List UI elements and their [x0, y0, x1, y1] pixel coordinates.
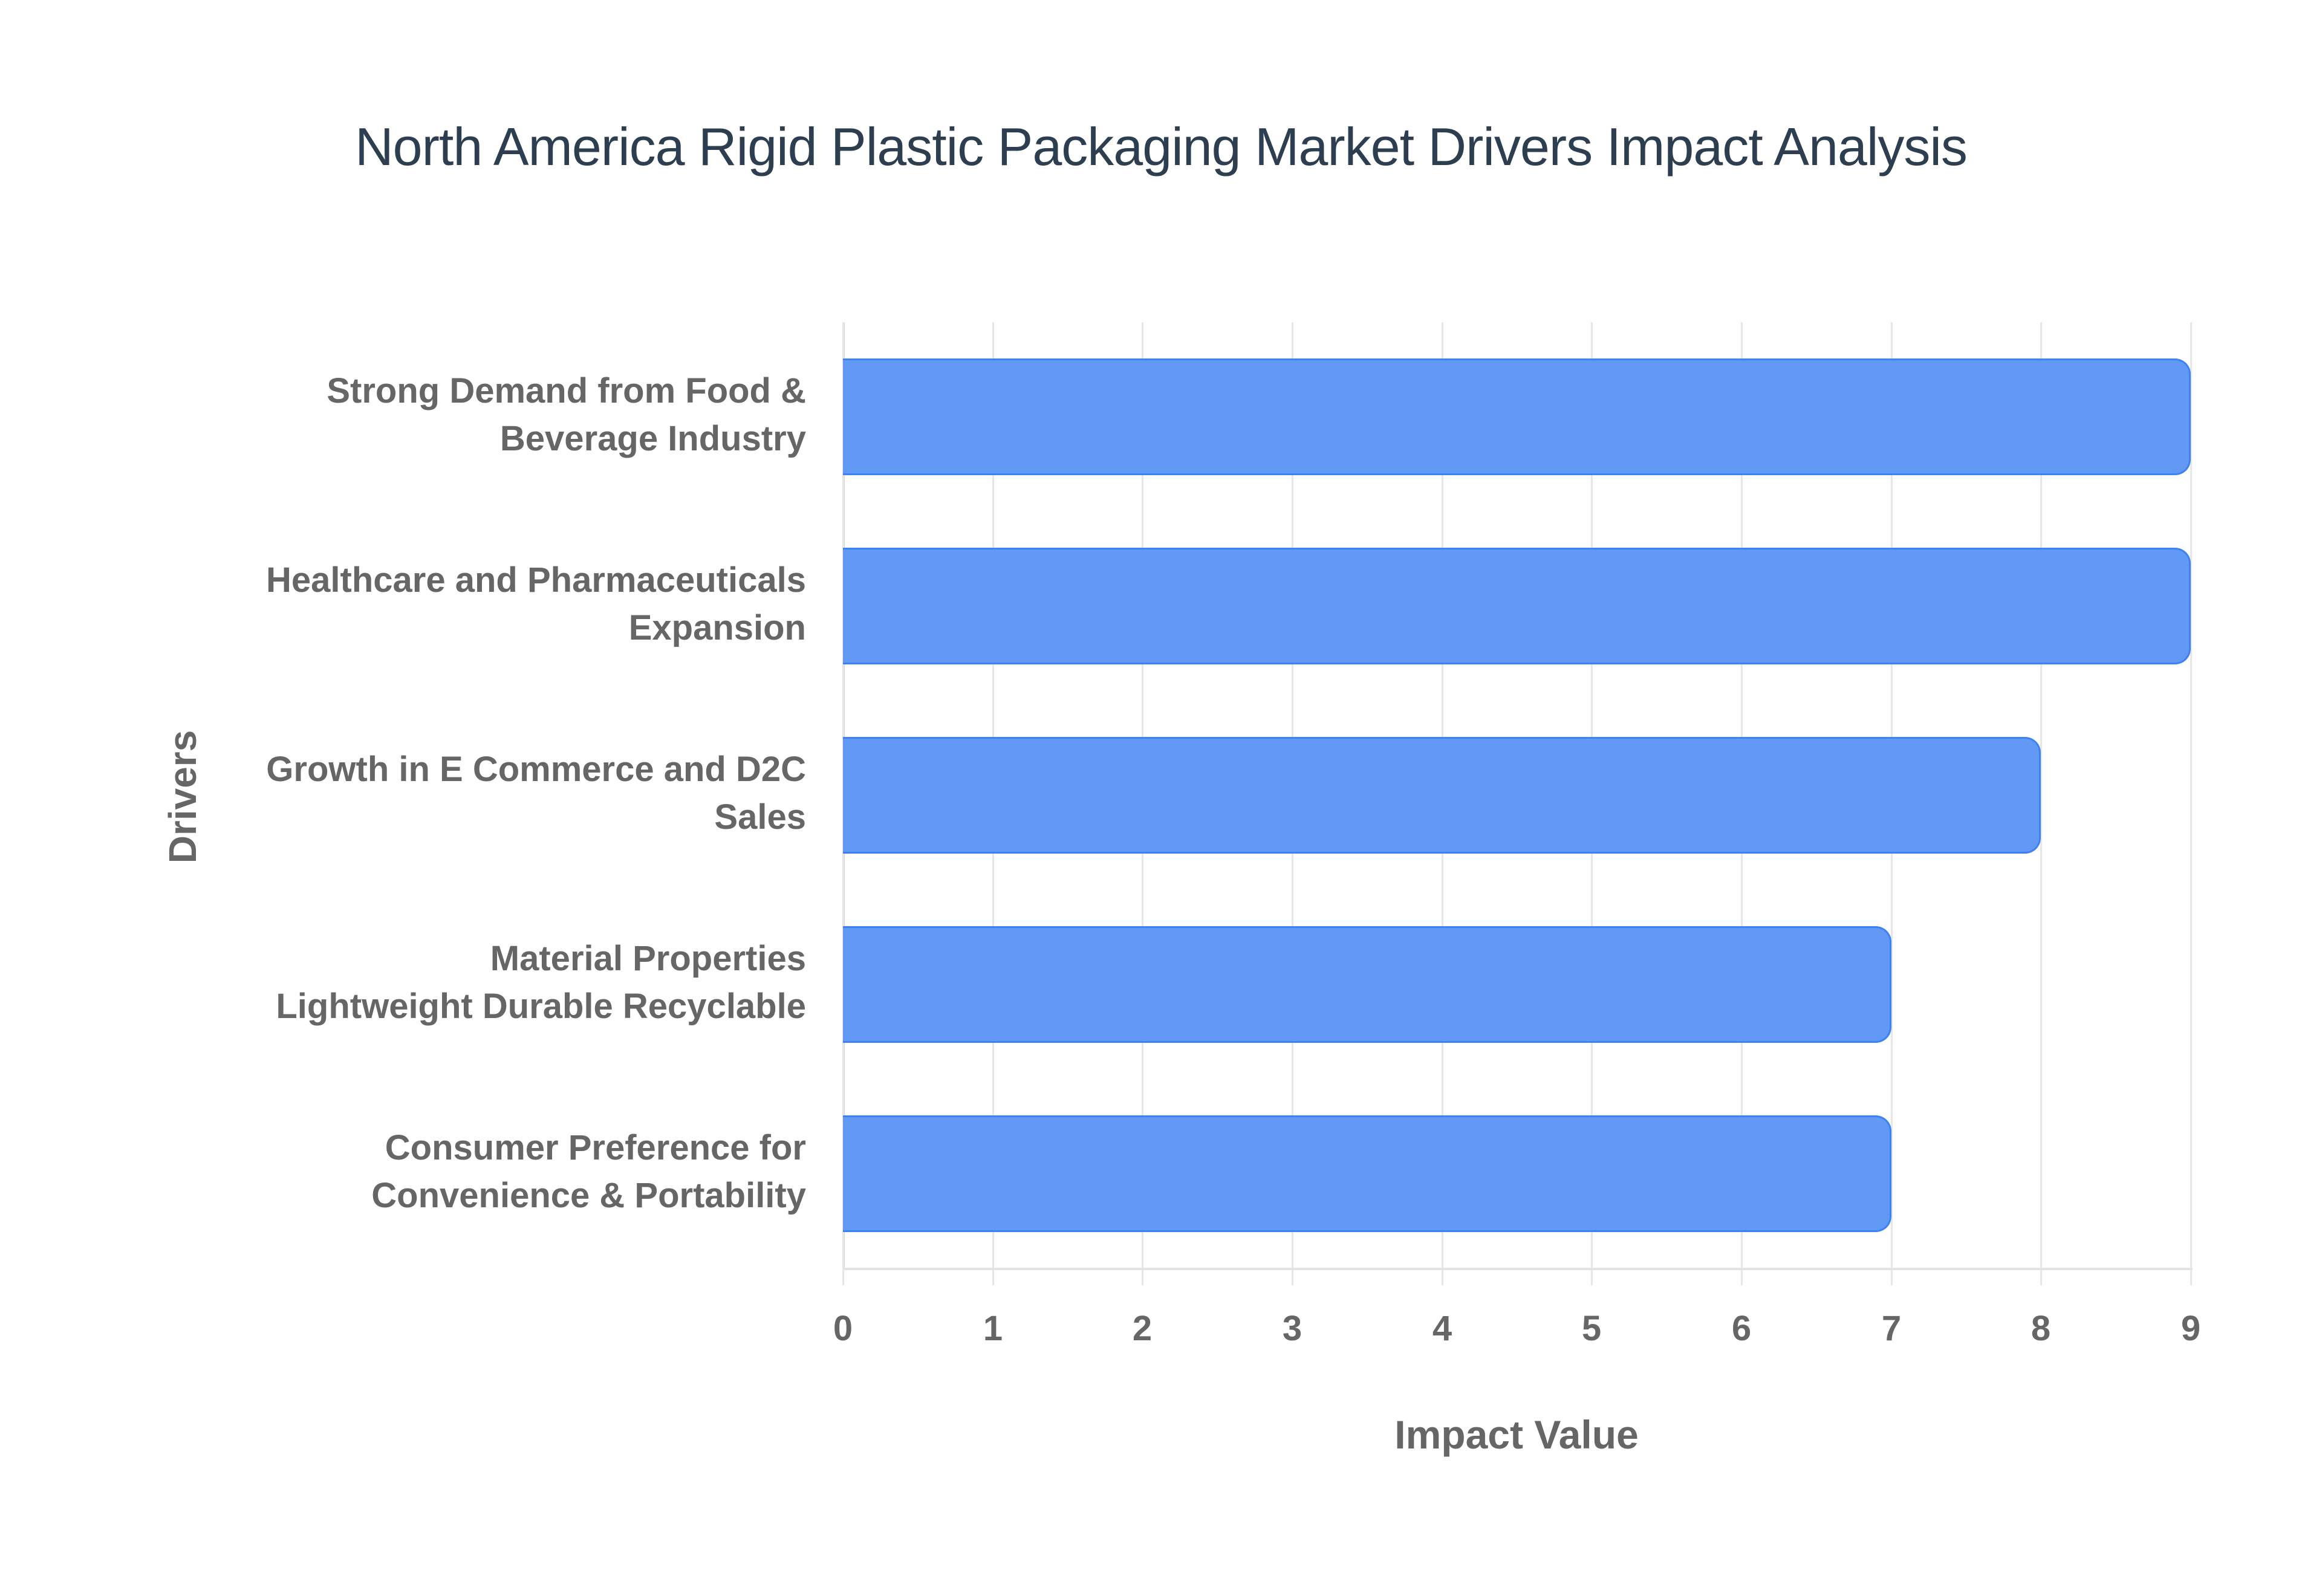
category-label-line: Sales [714, 797, 806, 837]
category-label-line: Strong Demand from Food & [327, 371, 806, 410]
bar[interactable] [843, 926, 1891, 1043]
x-axis-title: Impact Value [1394, 1412, 1639, 1457]
category-label-line: Beverage Industry [499, 419, 806, 458]
bar[interactable] [843, 1115, 1891, 1232]
x-tick-label: 7 [1881, 1309, 1902, 1348]
bar[interactable] [843, 548, 2191, 664]
chart-title: North America Rigid Plastic Packaging Ma… [355, 117, 1968, 177]
category-label: Growth in E Commerce and D2C Sales [141, 745, 806, 841]
category-label: Consumer Preference for Convenience & Po… [141, 1124, 806, 1219]
category-label-line: Consumer Preference for [385, 1128, 806, 1167]
category-label-line: Lightweight Durable Recyclable [276, 987, 806, 1026]
x-tick-label: 2 [1132, 1309, 1153, 1348]
category-label-line: Material Properties [490, 939, 806, 978]
category-label: Strong Demand from Food & Beverage Indus… [141, 367, 806, 462]
gridline [2040, 322, 2042, 1285]
x-tick-label: 4 [1432, 1309, 1452, 1348]
x-tick-label: 0 [833, 1309, 853, 1348]
category-label-line: Expansion [628, 608, 806, 647]
bar[interactable] [843, 737, 2041, 854]
plot-area: 0 1 2 3 4 5 6 7 8 9 [833, 322, 2200, 1348]
x-tick-label: 8 [2031, 1309, 2051, 1348]
x-tick-label: 9 [2181, 1309, 2201, 1348]
category-label: Healthcare and Pharmaceuticals Expansion [141, 556, 806, 652]
bar[interactable] [843, 358, 2191, 475]
x-tick-label: 3 [1282, 1309, 1302, 1348]
x-tick-label: 1 [983, 1309, 1003, 1348]
category-label: Material Properties Lightweight Durable … [141, 935, 806, 1030]
x-tick-label: 5 [1581, 1309, 1602, 1348]
gridline [2190, 322, 2192, 1285]
x-axis-line [843, 1268, 2193, 1270]
category-label-line: Healthcare and Pharmaceuticals [266, 560, 806, 600]
category-label-line: Convenience & Portability [371, 1176, 806, 1215]
x-tick-label: 6 [1731, 1309, 1752, 1348]
category-label-line: Growth in E Commerce and D2C [266, 750, 806, 789]
